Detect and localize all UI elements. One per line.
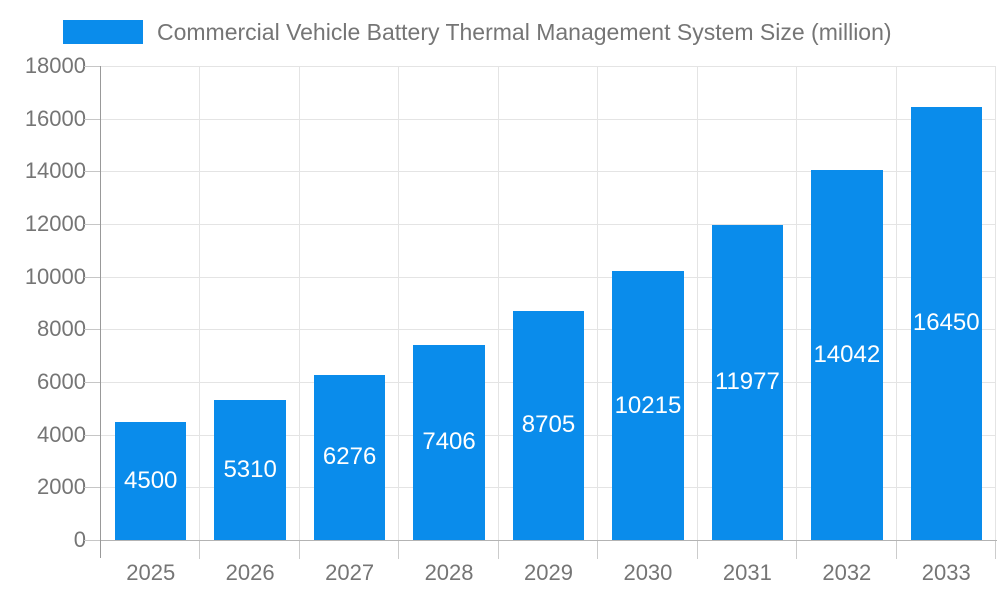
x-axis-label-2030: 2030 [623, 560, 673, 585]
x-axis-label-2027: 2027 [325, 560, 375, 585]
v-gridline [995, 66, 996, 540]
y-axis-tick [84, 171, 100, 173]
h-gridline [101, 66, 996, 67]
v-gridline [597, 66, 599, 540]
h-gridline [101, 224, 996, 225]
x-axis-tick [298, 541, 300, 559]
v-gridline [398, 66, 400, 540]
x-axis-tick [696, 541, 698, 559]
legend-swatch[interactable] [63, 20, 143, 44]
x-axis-tick [597, 541, 599, 559]
y-axis-label-14000: 14000 [24, 158, 86, 184]
x-axis-label-2031: 2031 [722, 560, 772, 585]
y-axis-tick [84, 118, 100, 120]
bar-2025[interactable]: 4500 [114, 421, 187, 540]
x-axis-tick [199, 541, 201, 559]
y-axis-tick [84, 540, 100, 541]
bar-value-label: 7406 [422, 428, 476, 456]
y-axis-label-12000: 12000 [24, 211, 86, 236]
y-axis-tick [84, 329, 100, 331]
bar-value-label: 8705 [521, 411, 576, 439]
x-axis-label-2028: 2028 [424, 560, 474, 585]
x-axis-label-2026: 2026 [225, 560, 275, 585]
y-axis-line [100, 66, 101, 558]
v-gridline [696, 66, 698, 540]
bar-value-label: 11977 [714, 368, 780, 396]
bar-2028[interactable]: 7406 [413, 344, 485, 540]
chart-title: Commercial Vehicle Battery Thermal Manag… [157, 19, 892, 45]
y-axis-label-10000: 10000 [24, 263, 86, 289]
bar-value-label: 6276 [322, 443, 377, 471]
bar-value-label: 14042 [813, 341, 881, 369]
y-axis-tick [84, 66, 100, 67]
v-gridline [497, 66, 499, 540]
bar-2030[interactable]: 10215 [612, 271, 684, 540]
y-axis-label-0: 0 [73, 527, 86, 552]
y-axis-label-18000: 18000 [24, 53, 86, 78]
y-axis-tick [84, 434, 100, 436]
bar-value-label: 5310 [223, 456, 277, 484]
x-axis-label-2032: 2032 [822, 560, 872, 585]
h-gridline [101, 276, 996, 278]
y-axis-tick [84, 487, 100, 489]
v-gridline [199, 66, 201, 540]
plot-area: 4500 5310 6276 7406 8705 10215 11977 14042 16450 [101, 66, 996, 540]
y-axis-label-2000: 2000 [37, 474, 86, 500]
h-gridline [101, 171, 996, 173]
x-axis-label-2033: 2033 [921, 560, 971, 585]
x-axis-tick [895, 541, 897, 559]
x-axis-tick [796, 541, 798, 559]
y-axis-tick [84, 276, 100, 278]
y-axis-label-6000: 6000 [37, 369, 86, 394]
bar-value-label: 16450 [912, 309, 980, 337]
y-axis-label-16000: 16000 [24, 105, 86, 131]
v-gridline [895, 66, 897, 540]
x-axis-label-2029: 2029 [524, 560, 573, 585]
y-axis-label-8000: 8000 [37, 316, 86, 342]
v-gridline [796, 66, 798, 540]
x-axis-label-2025: 2025 [126, 560, 176, 585]
y-axis-label-4000: 4000 [37, 421, 86, 447]
bar-2033[interactable]: 16450 [910, 106, 983, 540]
bar-value-label: 4500 [124, 466, 178, 494]
x-axis-tick [995, 541, 996, 559]
bar-2029[interactable]: 8705 [512, 310, 585, 540]
y-axis-tick [84, 382, 100, 383]
x-axis-line [101, 540, 997, 541]
bar-value-label: 10215 [614, 391, 682, 419]
bar-2032[interactable]: 14042 [811, 170, 883, 540]
x-axis-tick [398, 541, 400, 559]
v-gridline [298, 66, 300, 540]
y-axis-tick [84, 224, 100, 225]
h-gridline [101, 118, 996, 120]
bar-2026[interactable]: 5310 [214, 400, 286, 540]
bar-2031[interactable]: 11977 [711, 224, 784, 540]
x-axis-tick [497, 541, 499, 559]
bar-2027[interactable]: 6276 [313, 374, 386, 540]
